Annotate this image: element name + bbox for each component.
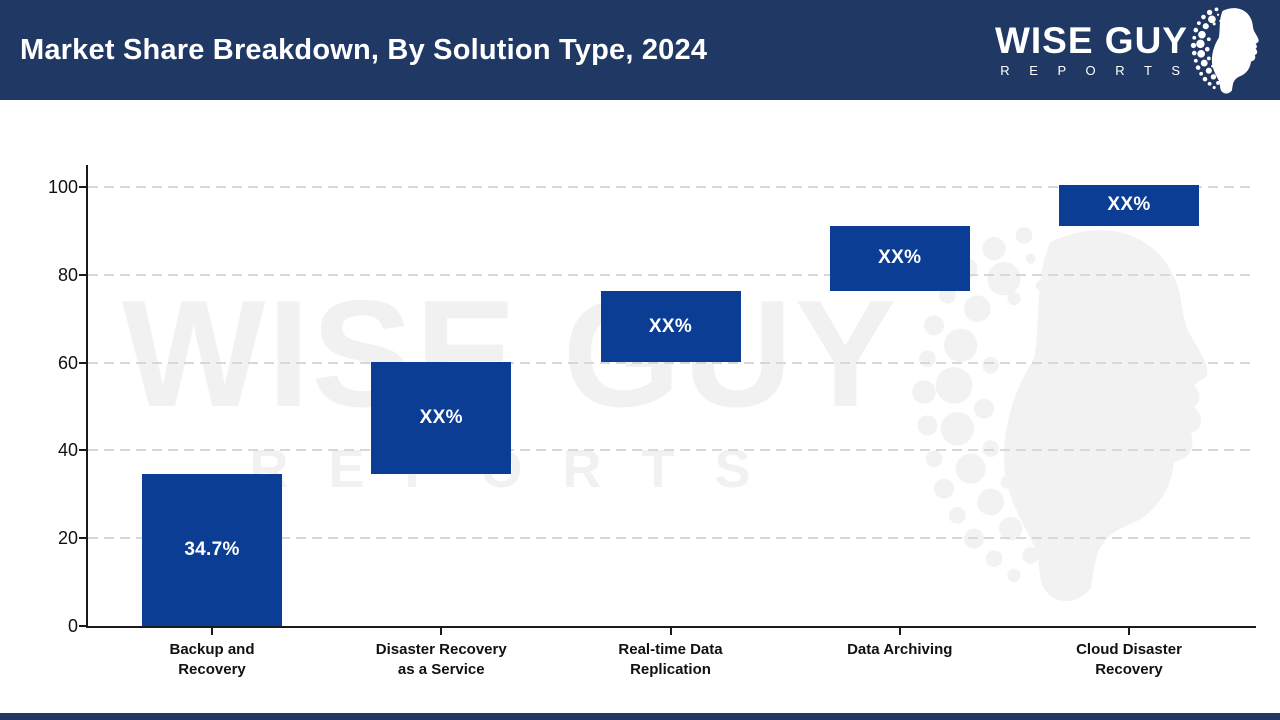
y-tick-mark — [79, 537, 88, 540]
footer-bar — [0, 713, 1280, 720]
header: Market Share Breakdown, By Solution Type… — [0, 0, 1280, 100]
gridline — [88, 273, 1256, 276]
category-label: Cloud Disaster Recovery — [1009, 640, 1249, 680]
gridline — [88, 186, 1256, 188]
y-tick-label: 100 — [47, 177, 78, 197]
logo-face-icon — [1190, 7, 1259, 94]
bar-value-label: 34.7% — [184, 538, 240, 560]
gridline — [88, 361, 1256, 364]
category-label-line: Replication — [630, 661, 711, 678]
x-tick-mark — [669, 628, 672, 635]
gridline — [88, 449, 1256, 452]
bar: 34.7% — [142, 473, 282, 626]
y-tick-label: 0 — [67, 616, 78, 636]
y-tick-mark — [79, 361, 88, 364]
y-tick-mark — [79, 449, 88, 452]
category-label-line: Recovery — [1095, 661, 1163, 678]
category-label-line: as a Service — [397, 661, 485, 678]
bar: XX% — [371, 362, 512, 474]
category-label: Backup and Recovery — [92, 640, 332, 680]
logo-subtext: R E P O R T S — [1000, 63, 1188, 78]
bar-value-label: XX% — [419, 406, 463, 428]
x-tick-mark — [898, 628, 901, 635]
category-label-line: Recovery — [178, 661, 246, 678]
x-tick-mark — [1128, 628, 1130, 635]
y-tick-label: 60 — [57, 352, 78, 373]
category-label: Real-time Data Replication — [551, 640, 791, 680]
y-tick-label: 80 — [57, 264, 78, 285]
gridline — [88, 537, 1256, 540]
category-label: Disaster Recovery as a Service — [321, 640, 561, 680]
bar: XX% — [1059, 185, 1199, 226]
y-tick-mark — [79, 186, 88, 188]
y-tick-label: 40 — [57, 440, 78, 461]
y-tick-label: 20 — [57, 528, 78, 549]
category-label-line: Backup and — [169, 641, 255, 658]
bar-value-label: XX% — [648, 315, 693, 337]
bar-value-label: XX% — [1107, 194, 1151, 216]
brand-logo: WISE GUY R E P O R T S — [995, 0, 1280, 100]
y-tick-mark — [79, 273, 88, 276]
category-label-line: Real-time Data — [618, 641, 723, 658]
y-tick-mark — [79, 625, 88, 627]
bar: XX% — [829, 225, 970, 292]
category-label: Data Archiving — [780, 640, 1020, 660]
y-axis-line — [86, 165, 88, 628]
category-label-line: Data Archiving — [847, 641, 953, 658]
bar: XX% — [600, 291, 741, 363]
page-title: Market Share Breakdown, By Solution Type… — [20, 33, 708, 66]
x-axis-line — [86, 626, 1256, 628]
logo-wordmark: WISE GUY — [994, 20, 1188, 61]
category-label-line: Disaster Recovery — [375, 641, 507, 658]
x-tick-mark — [211, 628, 213, 635]
category-label-line: Cloud Disaster — [1076, 641, 1182, 658]
x-tick-mark — [440, 628, 443, 635]
bar-value-label: XX% — [878, 247, 922, 269]
logo-text: WISE GUY R E P O R T S — [995, 22, 1188, 78]
